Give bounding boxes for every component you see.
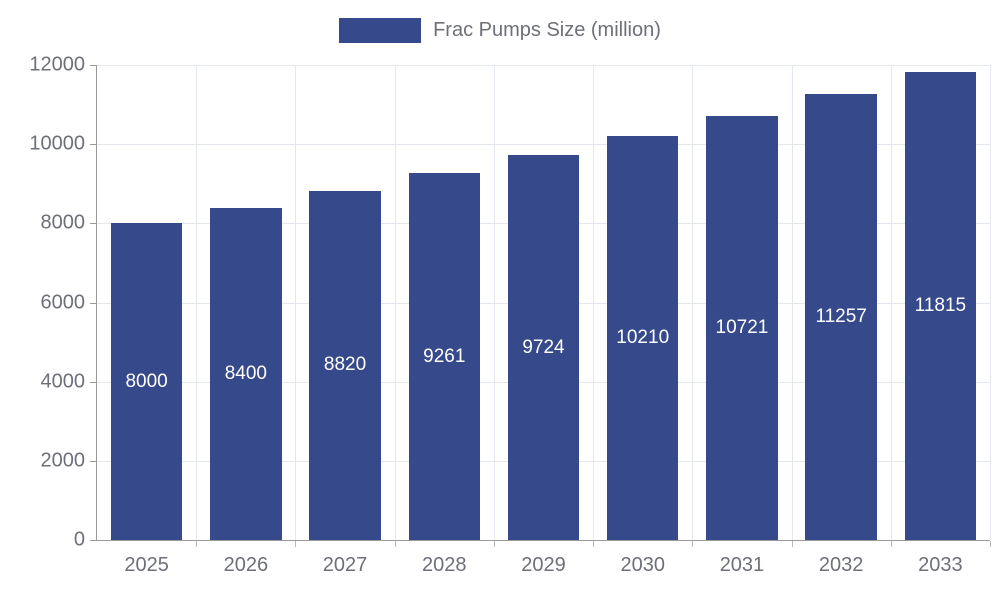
legend-label: Frac Pumps Size (million) bbox=[433, 19, 661, 41]
bar-value-label: 11257 bbox=[815, 306, 867, 328]
x-axis-tick bbox=[791, 541, 793, 547]
bar-value-label: 10210 bbox=[616, 326, 670, 348]
gridline-vertical bbox=[791, 65, 793, 540]
x-axis-label-2030: 2030 bbox=[620, 554, 665, 576]
y-axis-tick bbox=[90, 381, 96, 383]
gridline-vertical bbox=[593, 65, 595, 540]
gridline-vertical bbox=[990, 65, 991, 540]
bar-value-label: 8400 bbox=[224, 362, 267, 384]
y-axis-tick bbox=[90, 223, 96, 225]
bar-2029[interactable]: 9724 bbox=[507, 155, 580, 540]
x-axis-label-2025: 2025 bbox=[124, 554, 169, 576]
bar-value-label: 9724 bbox=[522, 336, 565, 358]
y-axis-tick-label: 12000 bbox=[29, 53, 85, 76]
bar-value-label: 10721 bbox=[715, 316, 769, 338]
y-axis-tick-label: 6000 bbox=[40, 291, 86, 313]
gridline-vertical bbox=[692, 65, 694, 540]
x-axis-label-2033: 2033 bbox=[918, 554, 963, 576]
x-axis-label-2031: 2031 bbox=[719, 554, 765, 576]
y-axis-tick-label: 8000 bbox=[40, 211, 86, 234]
x-axis-tick bbox=[394, 541, 396, 547]
bar-2027[interactable]: 8820 bbox=[309, 190, 381, 540]
bar-2026[interactable]: 8400 bbox=[210, 207, 282, 540]
bar-2028[interactable]: 9261 bbox=[408, 173, 480, 540]
x-axis-label-2032: 2032 bbox=[818, 554, 864, 576]
x-axis-tick bbox=[890, 541, 892, 547]
x-axis-label-2029: 2029 bbox=[521, 554, 566, 576]
bar-2030[interactable]: 10210 bbox=[607, 135, 679, 540]
x-axis-label-2027: 2027 bbox=[322, 554, 368, 576]
y-axis-tick-label: 2000 bbox=[40, 449, 86, 472]
x-axis-tick bbox=[196, 541, 198, 547]
bar-value-label: 9261 bbox=[423, 345, 466, 367]
gridline-vertical bbox=[196, 65, 198, 540]
gridline-vertical bbox=[295, 65, 297, 540]
gridline-vertical bbox=[890, 65, 892, 540]
gridline-horizontal bbox=[97, 65, 990, 66]
y-axis-tick bbox=[90, 540, 96, 541]
bar-value-label: 11815 bbox=[914, 295, 967, 317]
y-axis-tick bbox=[90, 65, 96, 66]
y-axis-tick bbox=[90, 460, 96, 462]
bar-2033[interactable]: 11815 bbox=[904, 72, 977, 540]
x-axis-tick bbox=[493, 541, 495, 547]
x-axis-tick bbox=[295, 541, 297, 547]
bar-2032[interactable]: 11257 bbox=[805, 94, 877, 540]
y-axis-tick-label: 4000 bbox=[40, 370, 86, 393]
bar-value-label: 8820 bbox=[323, 354, 367, 376]
x-axis-label-2026: 2026 bbox=[223, 554, 269, 576]
plot-area: 0 2000 4000 6000 8000 10000 12000 8000 8400 8820… bbox=[29, 54, 991, 576]
bar-2031[interactable]: 10721 bbox=[706, 115, 778, 540]
y-axis-tick bbox=[90, 302, 96, 304]
y-axis-tick-label: 10000 bbox=[29, 132, 85, 155]
x-axis-tick bbox=[692, 541, 694, 547]
legend-item-frac-pumps[interactable]: Frac Pumps Size (million) bbox=[0, 18, 1000, 43]
y-axis-tick bbox=[90, 144, 96, 146]
gridline-vertical bbox=[493, 65, 495, 540]
y-axis-line bbox=[96, 65, 97, 540]
gridline-vertical bbox=[394, 65, 396, 540]
bar-value-label: 8000 bbox=[125, 370, 168, 392]
legend-swatch bbox=[339, 18, 422, 43]
y-axis-tick-label: 0 bbox=[73, 528, 85, 551]
x-axis-tick bbox=[990, 541, 991, 547]
bar-2025[interactable]: 8000 bbox=[110, 223, 183, 540]
x-axis-line bbox=[96, 540, 990, 541]
gridline-horizontal bbox=[97, 144, 990, 146]
x-axis-tick bbox=[593, 541, 595, 547]
x-axis-label-2028: 2028 bbox=[422, 554, 467, 576]
